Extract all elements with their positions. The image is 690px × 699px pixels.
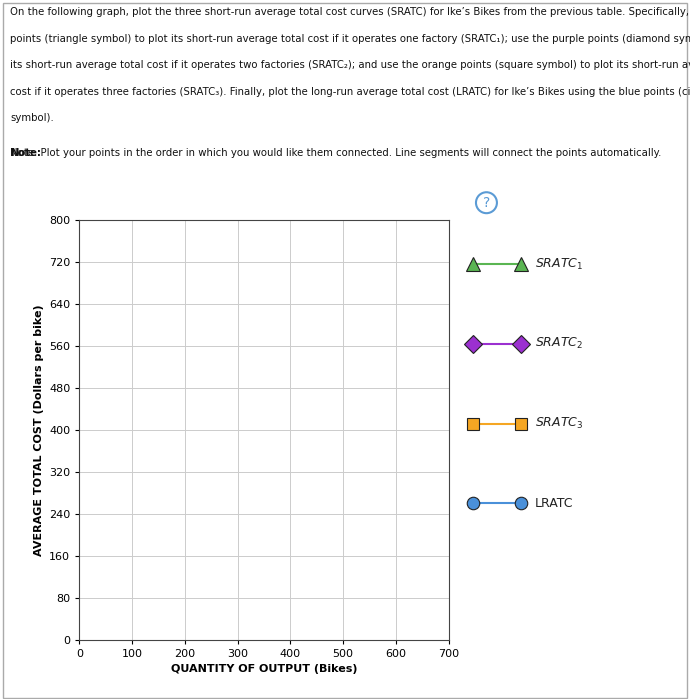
Text: its short-run average total cost if it operates two factories (SRATC₂); and use : its short-run average total cost if it o…	[10, 60, 690, 70]
Text: $SRATC_{\mathregular{1}}$: $SRATC_{\mathregular{1}}$	[535, 257, 583, 272]
Text: cost if it operates three factories (SRATC₃). Finally, plot the long-run average: cost if it operates three factories (SRA…	[10, 87, 690, 96]
Text: On the following graph, plot the three short-run average total cost curves (SRAT: On the following graph, plot the three s…	[10, 7, 690, 17]
Text: $SRATC_{\mathregular{2}}$: $SRATC_{\mathregular{2}}$	[535, 336, 583, 352]
Text: LRATC: LRATC	[535, 497, 573, 510]
Text: Note:: Note:	[10, 148, 41, 158]
Y-axis label: AVERAGE TOTAL COST (Dollars per bike): AVERAGE TOTAL COST (Dollars per bike)	[34, 304, 43, 556]
Text: $SRATC_{\mathregular{3}}$: $SRATC_{\mathregular{3}}$	[535, 416, 583, 431]
Text: ?: ?	[483, 196, 490, 210]
Text: points (triangle symbol) to plot its short-run average total cost if it operates: points (triangle symbol) to plot its sho…	[10, 34, 690, 43]
X-axis label: QUANTITY OF OUTPUT (Bikes): QUANTITY OF OUTPUT (Bikes)	[170, 664, 357, 674]
Text: Note: Plot your points in the order in which you would like them connected. Line: Note: Plot your points in the order in w…	[10, 148, 662, 158]
Text: symbol).: symbol).	[10, 113, 54, 123]
